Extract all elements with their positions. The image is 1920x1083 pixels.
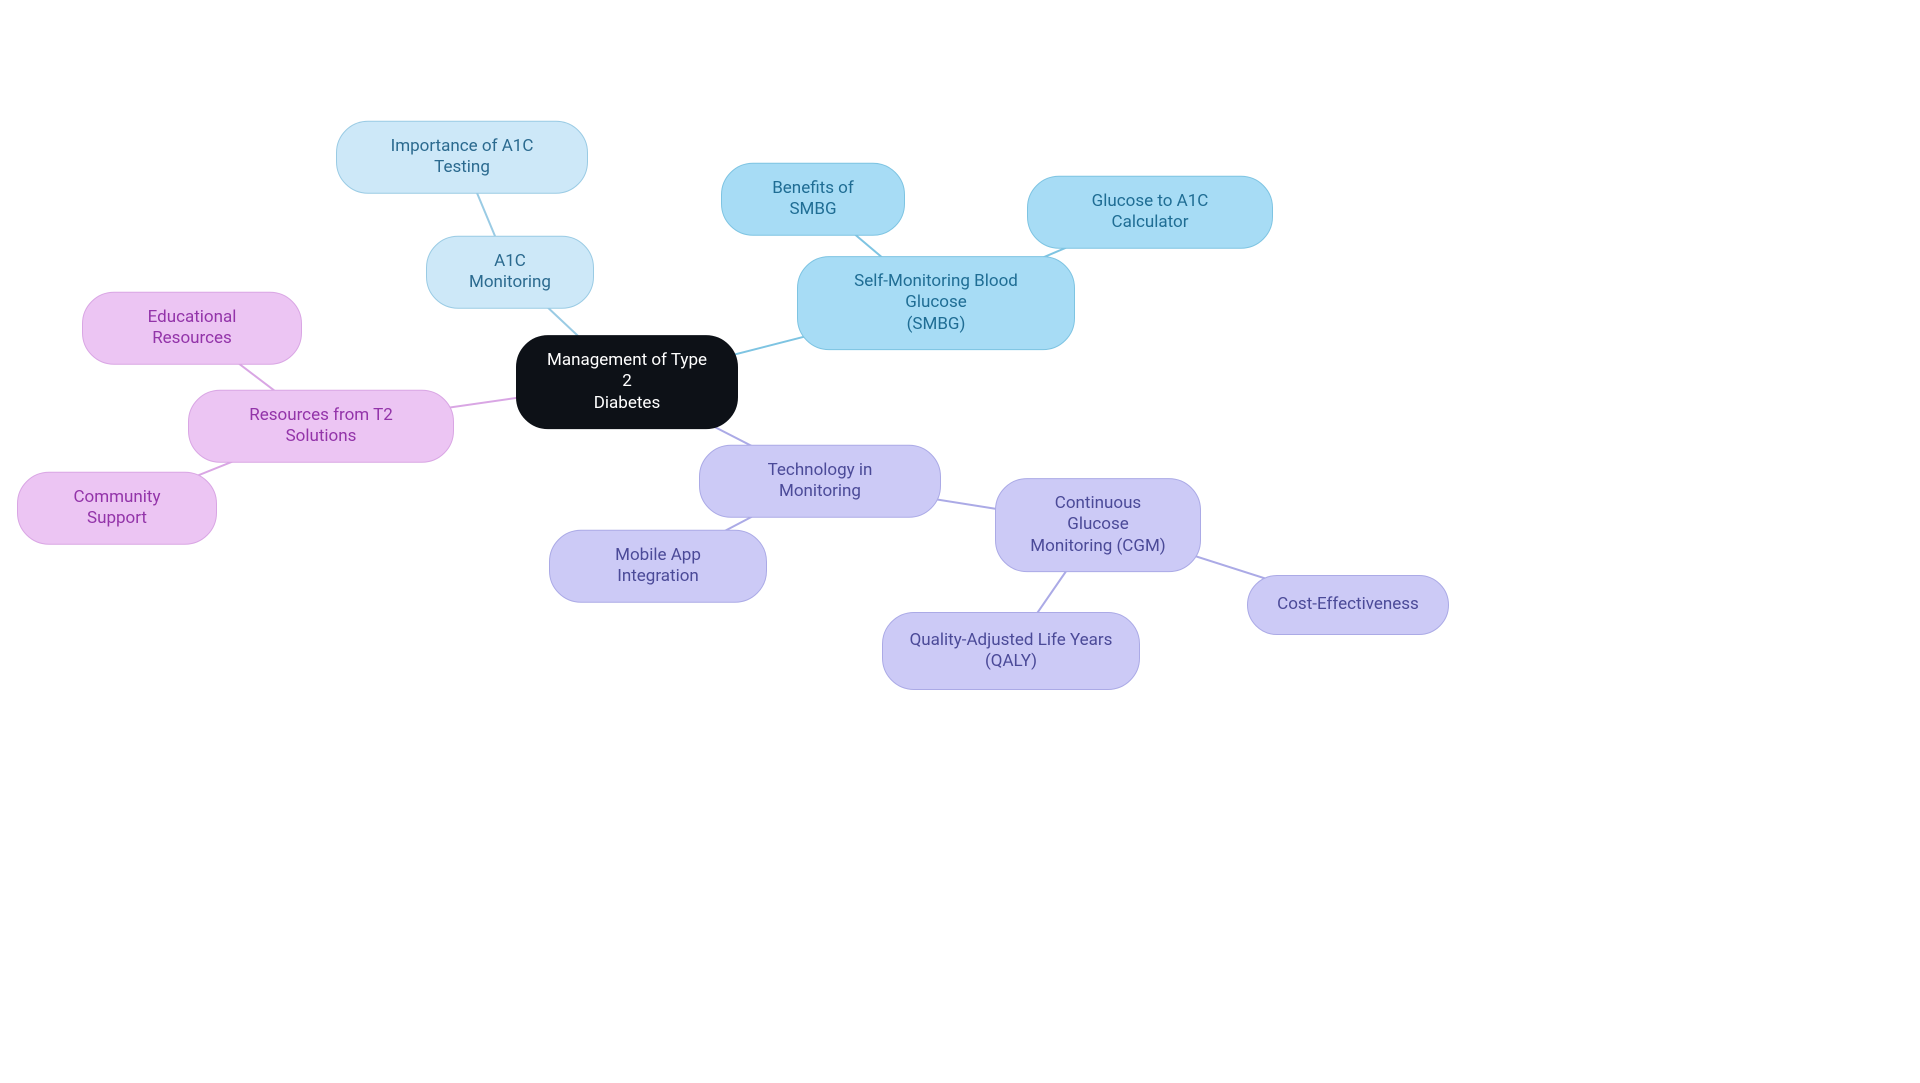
node-smbg: Self-Monitoring Blood Glucose (SMBG) (797, 256, 1075, 350)
node-resources: Resources from T2 Solutions (188, 390, 454, 463)
node-smbg_benefits: Benefits of SMBG (721, 163, 905, 236)
node-glucose_calc: Glucose to A1C Calculator (1027, 176, 1273, 249)
node-label: Community Support (44, 487, 190, 530)
node-cost: Cost-Effectiveness (1247, 575, 1449, 635)
node-qaly: Quality-Adjusted Life Years (QALY) (882, 612, 1140, 690)
node-label: Quality-Adjusted Life Years (QALY) (910, 630, 1113, 673)
node-community: Community Support (17, 472, 217, 545)
node-label: A1C Monitoring (453, 251, 567, 294)
node-label: Continuous Glucose Monitoring (CGM) (1022, 493, 1174, 557)
node-label: Importance of A1C Testing (363, 136, 561, 179)
node-technology: Technology in Monitoring (699, 445, 941, 518)
node-label: Educational Resources (109, 307, 275, 350)
node-label: Mobile App Integration (576, 545, 740, 588)
node-root: Management of Type 2 Diabetes (516, 335, 738, 429)
node-label: Management of Type 2 Diabetes (543, 350, 711, 414)
node-edu: Educational Resources (82, 292, 302, 365)
node-label: Technology in Monitoring (726, 460, 914, 503)
node-label: Benefits of SMBG (748, 178, 878, 221)
edges-layer (0, 0, 1920, 1083)
node-label: Resources from T2 Solutions (215, 405, 427, 448)
node-label: Cost-Effectiveness (1277, 594, 1419, 615)
mindmap-canvas: Management of Type 2 Diabetes A1C Monitor… (0, 0, 1920, 1083)
node-label: Self-Monitoring Blood Glucose (SMBG) (824, 271, 1048, 335)
node-mobile_app: Mobile App Integration (549, 530, 767, 603)
node-cgm: Continuous Glucose Monitoring (CGM) (995, 478, 1201, 572)
node-a1c_importance: Importance of A1C Testing (336, 121, 588, 194)
node-label: Glucose to A1C Calculator (1054, 191, 1246, 234)
node-a1c: A1C Monitoring (426, 236, 594, 309)
